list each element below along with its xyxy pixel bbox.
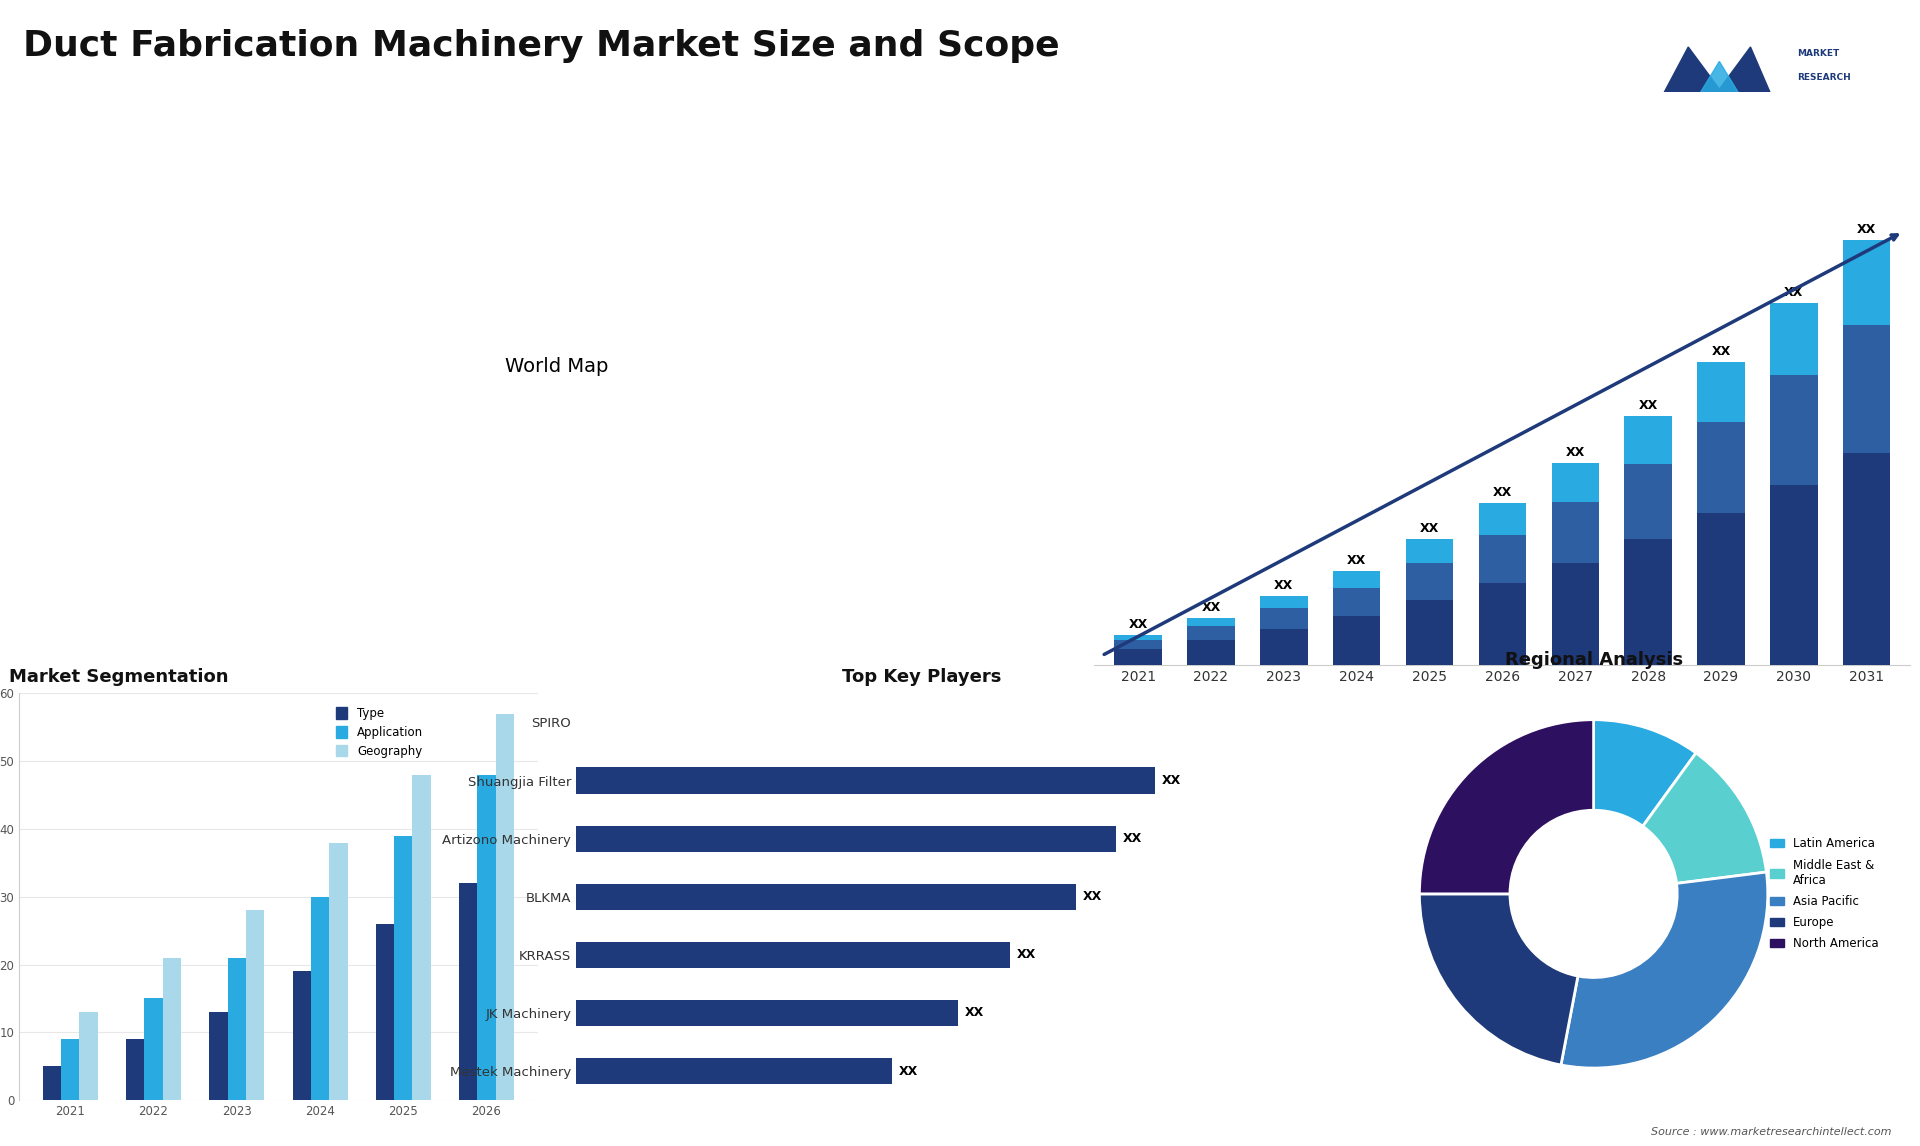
Bar — [1260, 629, 1308, 665]
Wedge shape — [1419, 720, 1594, 894]
Bar — [1843, 324, 1891, 453]
Bar — [209, 1012, 228, 1100]
Bar — [1114, 635, 1162, 639]
Bar — [1332, 617, 1380, 665]
Text: XX: XX — [1711, 345, 1730, 359]
Text: XX: XX — [964, 1006, 983, 1020]
Title: Top Key Players: Top Key Players — [841, 668, 1002, 686]
Title: Regional Analysis: Regional Analysis — [1505, 651, 1682, 669]
Bar — [576, 825, 1116, 851]
Text: Market Segmentation: Market Segmentation — [10, 668, 228, 686]
Text: MARKET: MARKET — [1797, 48, 1839, 57]
Text: XX: XX — [1129, 618, 1148, 631]
Bar — [1187, 626, 1235, 639]
Bar — [292, 972, 311, 1100]
Text: XX: XX — [1123, 832, 1142, 845]
Bar — [228, 958, 246, 1100]
Bar — [1332, 588, 1380, 617]
Bar — [394, 835, 413, 1100]
Text: Duct Fabrication Machinery Market Size and Scope: Duct Fabrication Machinery Market Size a… — [23, 29, 1060, 63]
Bar — [1843, 241, 1891, 324]
Text: XX: XX — [1275, 579, 1294, 591]
Bar — [459, 884, 478, 1100]
Text: XX: XX — [1018, 949, 1037, 961]
Bar — [1697, 422, 1745, 512]
Bar — [1551, 502, 1599, 563]
Bar — [1478, 535, 1526, 583]
Bar — [1405, 601, 1453, 665]
Text: Source : www.marketresearchintellect.com: Source : www.marketresearchintellect.com — [1651, 1127, 1891, 1137]
Wedge shape — [1644, 753, 1766, 884]
Text: XX: XX — [1638, 399, 1657, 411]
Text: RESEARCH: RESEARCH — [1797, 72, 1851, 81]
Text: XX: XX — [1492, 486, 1513, 500]
Bar — [61, 1039, 79, 1100]
Bar — [42, 1066, 61, 1100]
Bar — [413, 775, 430, 1100]
Bar — [127, 1039, 144, 1100]
Bar — [79, 1012, 98, 1100]
Bar — [1260, 609, 1308, 629]
Bar — [1624, 464, 1672, 540]
Text: XX: XX — [899, 1065, 918, 1077]
Bar — [1697, 362, 1745, 422]
Text: XX: XX — [1784, 286, 1803, 299]
Bar — [144, 998, 163, 1100]
Bar — [1770, 303, 1818, 375]
Bar — [1697, 512, 1745, 665]
Bar — [495, 714, 515, 1100]
Text: XX: XX — [1162, 774, 1181, 787]
Wedge shape — [1594, 720, 1695, 826]
Text: XX: XX — [1421, 523, 1440, 535]
Bar — [1114, 649, 1162, 665]
Bar — [1260, 596, 1308, 609]
Bar — [1770, 375, 1818, 485]
Polygon shape — [1680, 62, 1759, 125]
Bar — [246, 910, 265, 1100]
Legend: Latin America, Middle East &
Africa, Asia Pacific, Europe, North America: Latin America, Middle East & Africa, Asi… — [1764, 833, 1884, 955]
Polygon shape — [1647, 47, 1784, 125]
Text: INTELLECT: INTELLECT — [1797, 96, 1851, 105]
Bar — [328, 842, 348, 1100]
Bar — [376, 924, 394, 1100]
Text: XX: XX — [1348, 554, 1367, 567]
Bar — [1624, 540, 1672, 665]
Bar — [1114, 639, 1162, 649]
Bar — [1478, 583, 1526, 665]
Bar — [576, 884, 1077, 910]
Bar — [1551, 563, 1599, 665]
Text: XX: XX — [1857, 223, 1876, 236]
Wedge shape — [1561, 872, 1768, 1068]
Bar — [1551, 463, 1599, 502]
Text: XX: XX — [1202, 601, 1221, 614]
Bar — [576, 1000, 958, 1026]
Circle shape — [1509, 810, 1678, 978]
Bar — [576, 942, 1010, 968]
Text: XX: XX — [1083, 890, 1102, 903]
Legend: Type, Application, Geography: Type, Application, Geography — [336, 707, 424, 759]
Wedge shape — [1419, 894, 1578, 1065]
Bar — [1187, 639, 1235, 665]
Bar — [1843, 453, 1891, 665]
Bar — [1405, 563, 1453, 601]
Text: World Map: World Map — [505, 358, 609, 376]
Bar — [311, 896, 328, 1100]
Bar — [1624, 416, 1672, 464]
Bar — [478, 775, 495, 1100]
Bar — [163, 958, 180, 1100]
Bar — [576, 768, 1156, 793]
Bar — [1187, 618, 1235, 626]
Bar — [1405, 540, 1453, 563]
Text: XX: XX — [1565, 446, 1584, 458]
Bar — [576, 1058, 893, 1084]
Bar — [1478, 503, 1526, 535]
Bar — [1770, 485, 1818, 665]
Bar — [1332, 571, 1380, 588]
